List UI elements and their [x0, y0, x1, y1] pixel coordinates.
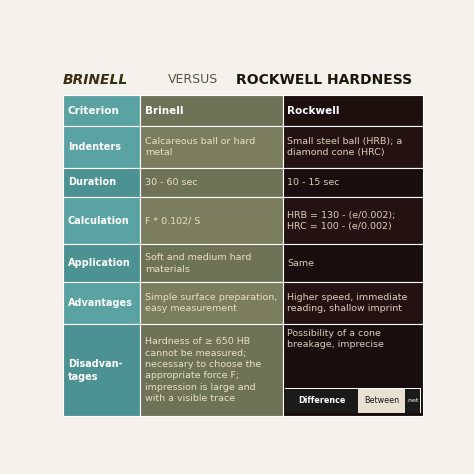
Bar: [283, 324, 423, 416]
Bar: [140, 324, 283, 416]
Bar: [283, 168, 423, 197]
Text: 10 - 15 sec: 10 - 15 sec: [287, 178, 340, 187]
Text: 30 - 60 sec: 30 - 60 sec: [145, 178, 198, 187]
Bar: [140, 245, 283, 283]
Text: Brinell: Brinell: [145, 106, 183, 116]
Text: Difference: Difference: [298, 396, 346, 405]
Text: Small steel ball (HRB); a
diamond cone (HRC): Small steel ball (HRB); a diamond cone (…: [287, 137, 402, 157]
Text: ROCKWELL HARDNESS: ROCKWELL HARDNESS: [236, 73, 412, 87]
Text: Rockwell: Rockwell: [287, 106, 340, 116]
Text: Higher speed, immediate
reading, shallow imprint: Higher speed, immediate reading, shallow…: [287, 293, 408, 313]
Text: Application: Application: [68, 258, 130, 268]
Text: Disadvan-
tages: Disadvan- tages: [68, 359, 122, 382]
Text: Simple surface preparation,
easy measurement: Simple surface preparation, easy measure…: [145, 293, 277, 313]
Text: HRB = 130 - (e/0.002);
HRC = 100 - (e/0.002): HRB = 130 - (e/0.002); HRC = 100 - (e/0.…: [287, 210, 396, 231]
Bar: [285, 388, 421, 413]
Bar: [140, 168, 283, 197]
Bar: [63, 197, 140, 245]
Bar: [405, 389, 420, 413]
Text: Between: Between: [364, 396, 399, 405]
Bar: [283, 197, 423, 245]
Bar: [140, 197, 283, 245]
Text: Soft and medium hard
materials: Soft and medium hard materials: [145, 253, 252, 273]
Text: Advantages: Advantages: [68, 298, 133, 308]
Bar: [283, 245, 423, 283]
Bar: [63, 95, 140, 126]
Bar: [283, 126, 423, 168]
Text: BRINELL: BRINELL: [63, 73, 128, 87]
Text: Same: Same: [287, 259, 314, 268]
Text: Duration: Duration: [68, 177, 116, 188]
Bar: [63, 283, 140, 324]
Bar: [358, 389, 405, 413]
Text: Indenters: Indenters: [68, 142, 121, 152]
Bar: [140, 126, 283, 168]
Text: Possibility of a cone
breakage, imprecise: Possibility of a cone breakage, imprecis…: [287, 329, 384, 349]
Bar: [63, 126, 140, 168]
Bar: [283, 95, 423, 126]
Text: VERSUS: VERSUS: [168, 73, 218, 86]
Bar: [285, 389, 358, 413]
Text: Hardness of ≥ 650 HB
cannot be measured;
necessary to choose the
appropriate for: Hardness of ≥ 650 HB cannot be measured;…: [145, 337, 261, 403]
Text: F * 0.102/ S: F * 0.102/ S: [145, 216, 201, 225]
Text: Calcareous ball or hard
metal: Calcareous ball or hard metal: [145, 137, 255, 157]
Text: .net: .net: [406, 398, 419, 403]
Bar: [140, 283, 283, 324]
Bar: [63, 168, 140, 197]
Text: Calculation: Calculation: [68, 216, 129, 226]
Bar: [63, 245, 140, 283]
Text: Criterion: Criterion: [68, 106, 119, 116]
Bar: [283, 283, 423, 324]
Bar: [140, 95, 283, 126]
Bar: [63, 324, 140, 416]
